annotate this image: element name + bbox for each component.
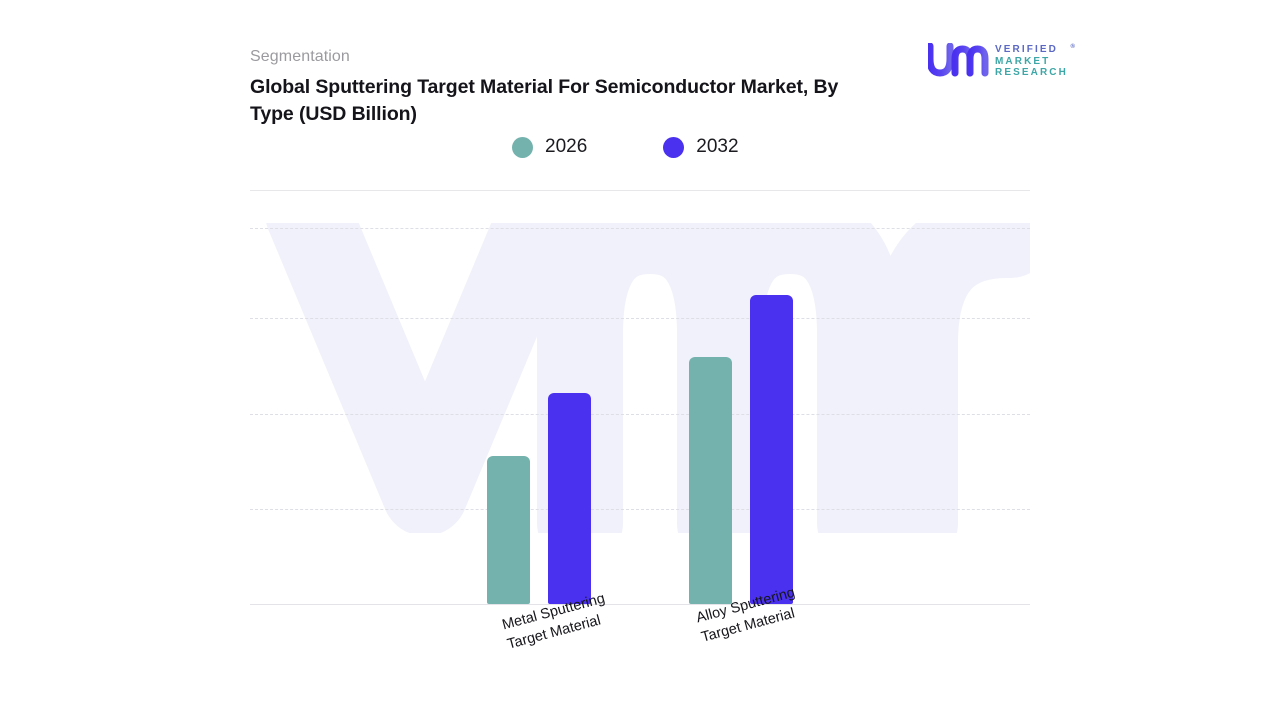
bar-alloy-2026[interactable] <box>689 357 732 604</box>
logo-line-verified: VERIFIED ® <box>995 44 1075 55</box>
gridline-3 <box>250 318 1030 319</box>
legend-label-2026: 2026 <box>545 136 588 157</box>
logo-line-market: MARKET <box>995 55 1051 67</box>
legend-item-2032[interactable]: 2032 <box>663 136 739 158</box>
bar-alloy-2032[interactable] <box>750 295 793 604</box>
legend-item-2026[interactable]: 2026 <box>512 136 587 158</box>
vmr-lettermark-icon <box>928 43 989 77</box>
axis-baseline <box>250 604 1030 605</box>
plot-area: Metal Sputtering Target Material Alloy S… <box>250 223 1030 653</box>
vmr-watermark-icon <box>266 223 1030 533</box>
page-title: Global Sputtering Target Material For Se… <box>250 76 839 125</box>
legend-swatch-2032 <box>663 136 685 158</box>
header-divider <box>250 190 1030 191</box>
segmentation-eyebrow: Segmentation <box>250 48 350 65</box>
legend-swatch-2026 <box>512 136 533 158</box>
registered-mark-icon: ® <box>1070 44 1075 50</box>
logo-wordmark: VERIFIED ® MARKET RESEARCH <box>995 44 1075 79</box>
logo-line-research: RESEARCH <box>995 67 1068 78</box>
legend-label-2032: 2032 <box>696 136 739 157</box>
chart-legend: 2026 2032 <box>512 136 739 158</box>
gridline-2 <box>250 414 1030 415</box>
gridline-1 <box>250 509 1030 510</box>
gridline-4 <box>250 228 1030 229</box>
verified-market-research-logo: VERIFIED ® MARKET RESEARCH <box>928 43 1075 79</box>
bar-metal-2026[interactable] <box>487 456 530 604</box>
bar-metal-2032[interactable] <box>548 393 591 604</box>
